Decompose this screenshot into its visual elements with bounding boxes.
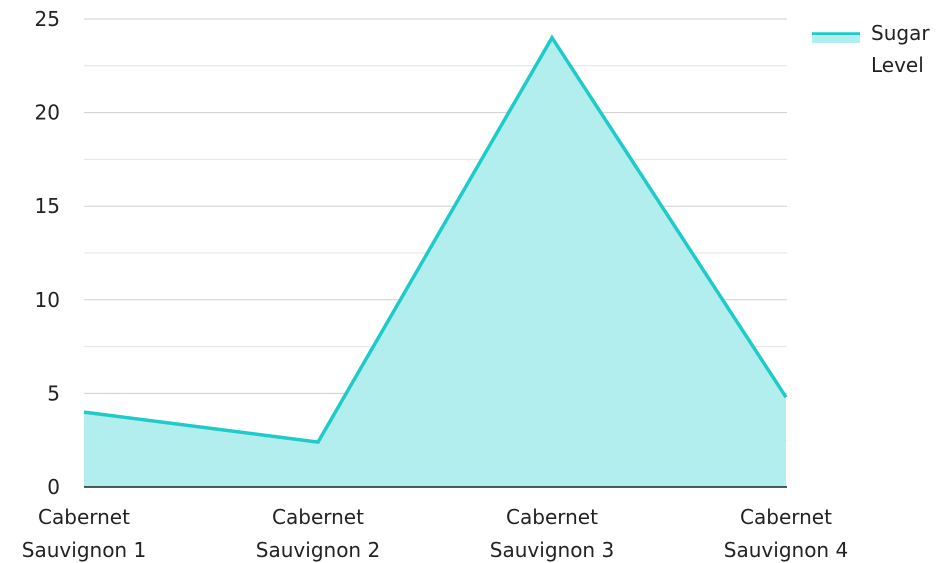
x-category-label: Cabernet <box>272 505 364 529</box>
x-axis-categories: Cabernet Sauvignon 1 Cabernet Sauvignon 2 Ca… <box>22 505 848 562</box>
x-category-label: Sauvignon 4 <box>724 538 848 562</box>
x-category-label: Cabernet <box>506 505 598 529</box>
y-axis-ticks: 0 5 10 15 20 25 <box>35 7 60 499</box>
y-tick-label: 0 <box>47 475 60 499</box>
x-category-label: Sauvignon 2 <box>256 538 380 562</box>
legend-swatch-fill <box>812 35 860 43</box>
y-tick-label: 15 <box>35 194 60 218</box>
x-category-label: Sauvignon 3 <box>490 538 614 562</box>
y-tick-label: 20 <box>35 101 60 125</box>
x-category-label: Sauvignon 1 <box>22 538 146 562</box>
series-line-sugar-level <box>83 34 788 444</box>
legend: Sugar Level <box>812 21 930 77</box>
legend-label-line-1: Sugar <box>871 21 930 45</box>
x-category-label: Cabernet <box>740 505 832 529</box>
y-tick-label: 10 <box>35 288 60 312</box>
legend-label-line-2: Level <box>871 53 924 77</box>
y-tick-label: 25 <box>35 7 60 31</box>
series-area-sugar-level <box>84 37 786 487</box>
y-tick-label: 5 <box>47 381 60 405</box>
x-category-label: Cabernet <box>38 505 130 529</box>
